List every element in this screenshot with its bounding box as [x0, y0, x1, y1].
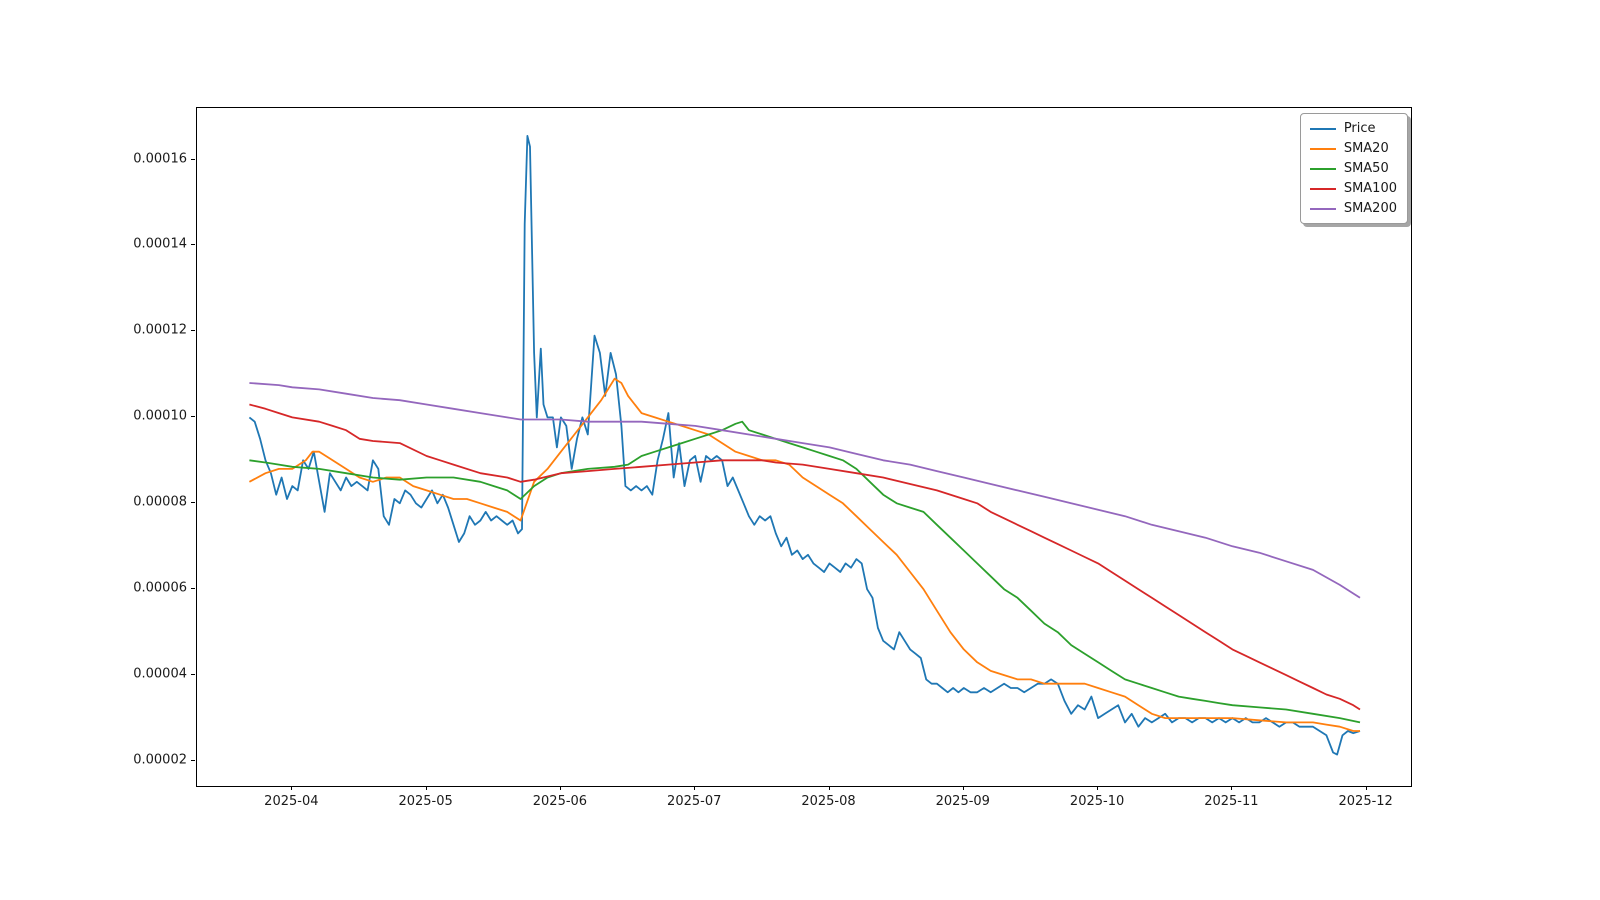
legend-line-swatch [1309, 127, 1336, 130]
x-tick-label: 2025-10 [1069, 794, 1125, 809]
x-tick-mark [694, 786, 696, 790]
x-tick-label: 2025-05 [398, 794, 453, 809]
series-line-sma200 [249, 382, 1361, 599]
x-tick-mark [1097, 786, 1099, 790]
plot-area: Price SMA20 SMA50 SMA100 SMA200 [196, 107, 1412, 787]
x-tick-mark [291, 786, 293, 790]
y-tick-mark [191, 158, 195, 160]
y-tick-mark [191, 760, 195, 762]
legend-label: Price [1343, 121, 1376, 136]
y-tick-label: 0.00002 [133, 752, 187, 768]
legend-item-sma50: SMA50 [1309, 161, 1397, 176]
legend-label: SMA20 [1343, 141, 1389, 156]
y-tick-mark [191, 502, 195, 504]
x-tick-label: 2025-09 [935, 794, 990, 809]
series-line-price [248, 134, 1361, 756]
x-tick-mark [828, 786, 830, 790]
y-tick-label: 0.00010 [133, 408, 187, 424]
x-tick-mark [559, 786, 561, 790]
legend-line-swatch [1309, 167, 1336, 170]
x-tick-label: 2025-12 [1338, 794, 1393, 809]
series-line-sma20 [248, 377, 1360, 732]
y-tick-label: 0.00016 [133, 151, 187, 167]
legend-label: SMA50 [1343, 161, 1389, 176]
legend-item-sma20: SMA20 [1309, 141, 1397, 156]
legend-line-swatch [1309, 147, 1336, 150]
legend-item-sma100: SMA100 [1309, 181, 1397, 196]
legend-line-swatch [1309, 207, 1336, 210]
legend-line-swatch [1309, 187, 1336, 190]
y-tick-label: 0.00008 [133, 494, 187, 510]
x-tick-mark [1231, 786, 1233, 790]
y-tick-mark [191, 330, 195, 332]
series-line-sma50 [249, 420, 1361, 724]
y-tick-mark [191, 674, 195, 676]
x-tick-mark [1365, 786, 1367, 790]
x-tick-mark [425, 786, 427, 790]
plot-svg [248, 134, 1361, 756]
x-tick-label: 2025-04 [264, 794, 319, 809]
y-tick-label: 0.00004 [133, 666, 187, 682]
series-line-sma100 [249, 403, 1361, 711]
y-tick-label: 0.00014 [133, 236, 187, 252]
legend-item-sma200: SMA200 [1309, 201, 1397, 216]
x-tick-label: 2025-06 [532, 794, 588, 809]
y-tick-mark [191, 416, 195, 418]
x-tick-mark [962, 786, 964, 790]
y-tick-label: 0.00006 [133, 580, 187, 596]
y-tick-mark [191, 244, 195, 246]
y-tick-mark [191, 588, 195, 590]
x-tick-label: 2025-11 [1204, 794, 1259, 809]
x-tick-label: 2025-08 [801, 794, 856, 809]
x-tick-label: 2025-07 [667, 794, 722, 809]
y-tick-label: 0.00012 [133, 322, 187, 338]
legend-label: SMA200 [1343, 201, 1397, 216]
legend-label: SMA100 [1343, 181, 1397, 196]
legend-item-price: Price [1309, 121, 1397, 136]
legend: Price SMA20 SMA50 SMA100 SMA200 [1299, 113, 1408, 224]
